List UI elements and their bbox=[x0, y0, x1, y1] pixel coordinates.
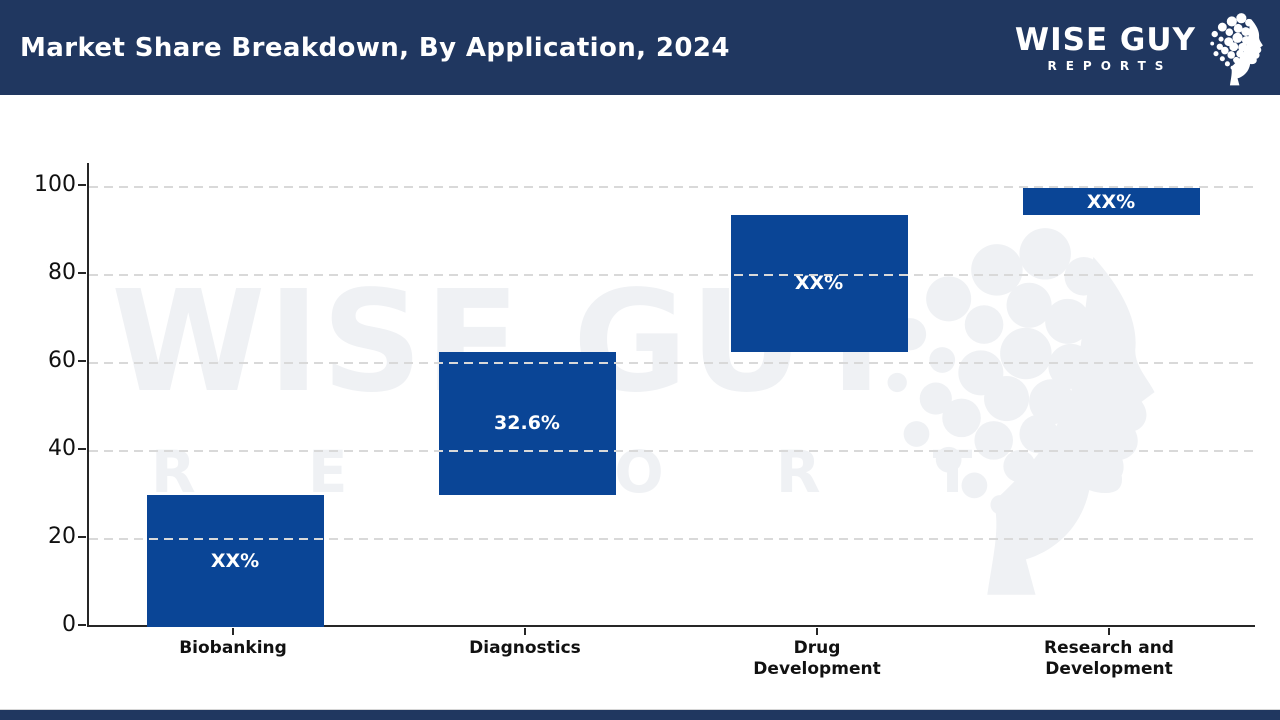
x-tick-label-1: Diagnostics bbox=[469, 638, 581, 658]
logo-text: WISE GUY REPORTS bbox=[1015, 23, 1196, 73]
y-tick-label-0: 0 bbox=[62, 612, 76, 637]
x-tick-mark-3 bbox=[1108, 628, 1110, 635]
y-tick-mark-20 bbox=[78, 536, 86, 538]
bar-value-label: XX% bbox=[210, 550, 260, 572]
plot-area: XX% 32.6% XX% XX% bbox=[87, 163, 1255, 627]
footer-divider bbox=[0, 709, 1280, 710]
bar-value-label: XX% bbox=[1086, 190, 1136, 213]
bar-research-and-development: XX% bbox=[1022, 187, 1200, 216]
y-tick-label-100: 100 bbox=[34, 172, 76, 197]
x-tick-label-0: Biobanking bbox=[179, 638, 287, 658]
x-tick-label-2: Drug Development bbox=[753, 638, 881, 679]
gridline-20 bbox=[89, 538, 1255, 540]
y-tick-label-60: 60 bbox=[48, 348, 76, 373]
wise-guy-face-icon bbox=[1210, 13, 1263, 86]
bar-diagnostics: 32.6% bbox=[438, 351, 616, 495]
logo-subtitle: REPORTS bbox=[1047, 59, 1173, 73]
bar-value-label: 32.6% bbox=[494, 412, 560, 435]
header-band: Market Share Breakdown, By Application, … bbox=[0, 0, 1280, 95]
y-tick-mark-80 bbox=[78, 272, 86, 274]
y-tick-mark-40 bbox=[78, 448, 86, 450]
bar-drug-development: XX% bbox=[730, 215, 908, 352]
gridline-80 bbox=[89, 274, 1255, 276]
y-tick-label-40: 40 bbox=[48, 436, 76, 461]
logo-wordmark: WISE GUY bbox=[1014, 22, 1196, 58]
y-tick-label-80: 80 bbox=[48, 260, 76, 285]
gridline-100 bbox=[89, 186, 1255, 188]
x-tick-mark-1 bbox=[524, 628, 526, 635]
bar-value-label: XX% bbox=[794, 272, 844, 295]
watermark-face-icon bbox=[887, 228, 1155, 595]
footer-band bbox=[0, 710, 1280, 720]
x-tick-mark-2 bbox=[816, 628, 818, 635]
chart-title: Market Share Breakdown, By Application, … bbox=[20, 32, 730, 63]
x-tick-label-3: Research and Development bbox=[1044, 638, 1174, 679]
wise-guy-reports-logo: WISE GUY REPORTS bbox=[1015, 8, 1268, 88]
gridline-60 bbox=[89, 362, 1255, 364]
gridline-40 bbox=[89, 450, 1255, 452]
y-tick-mark-0 bbox=[78, 624, 86, 626]
x-tick-mark-0 bbox=[232, 628, 234, 635]
bar-biobanking: XX% bbox=[146, 495, 324, 627]
y-tick-mark-100 bbox=[78, 184, 86, 186]
y-tick-label-20: 20 bbox=[48, 524, 76, 549]
y-tick-mark-60 bbox=[78, 360, 86, 362]
